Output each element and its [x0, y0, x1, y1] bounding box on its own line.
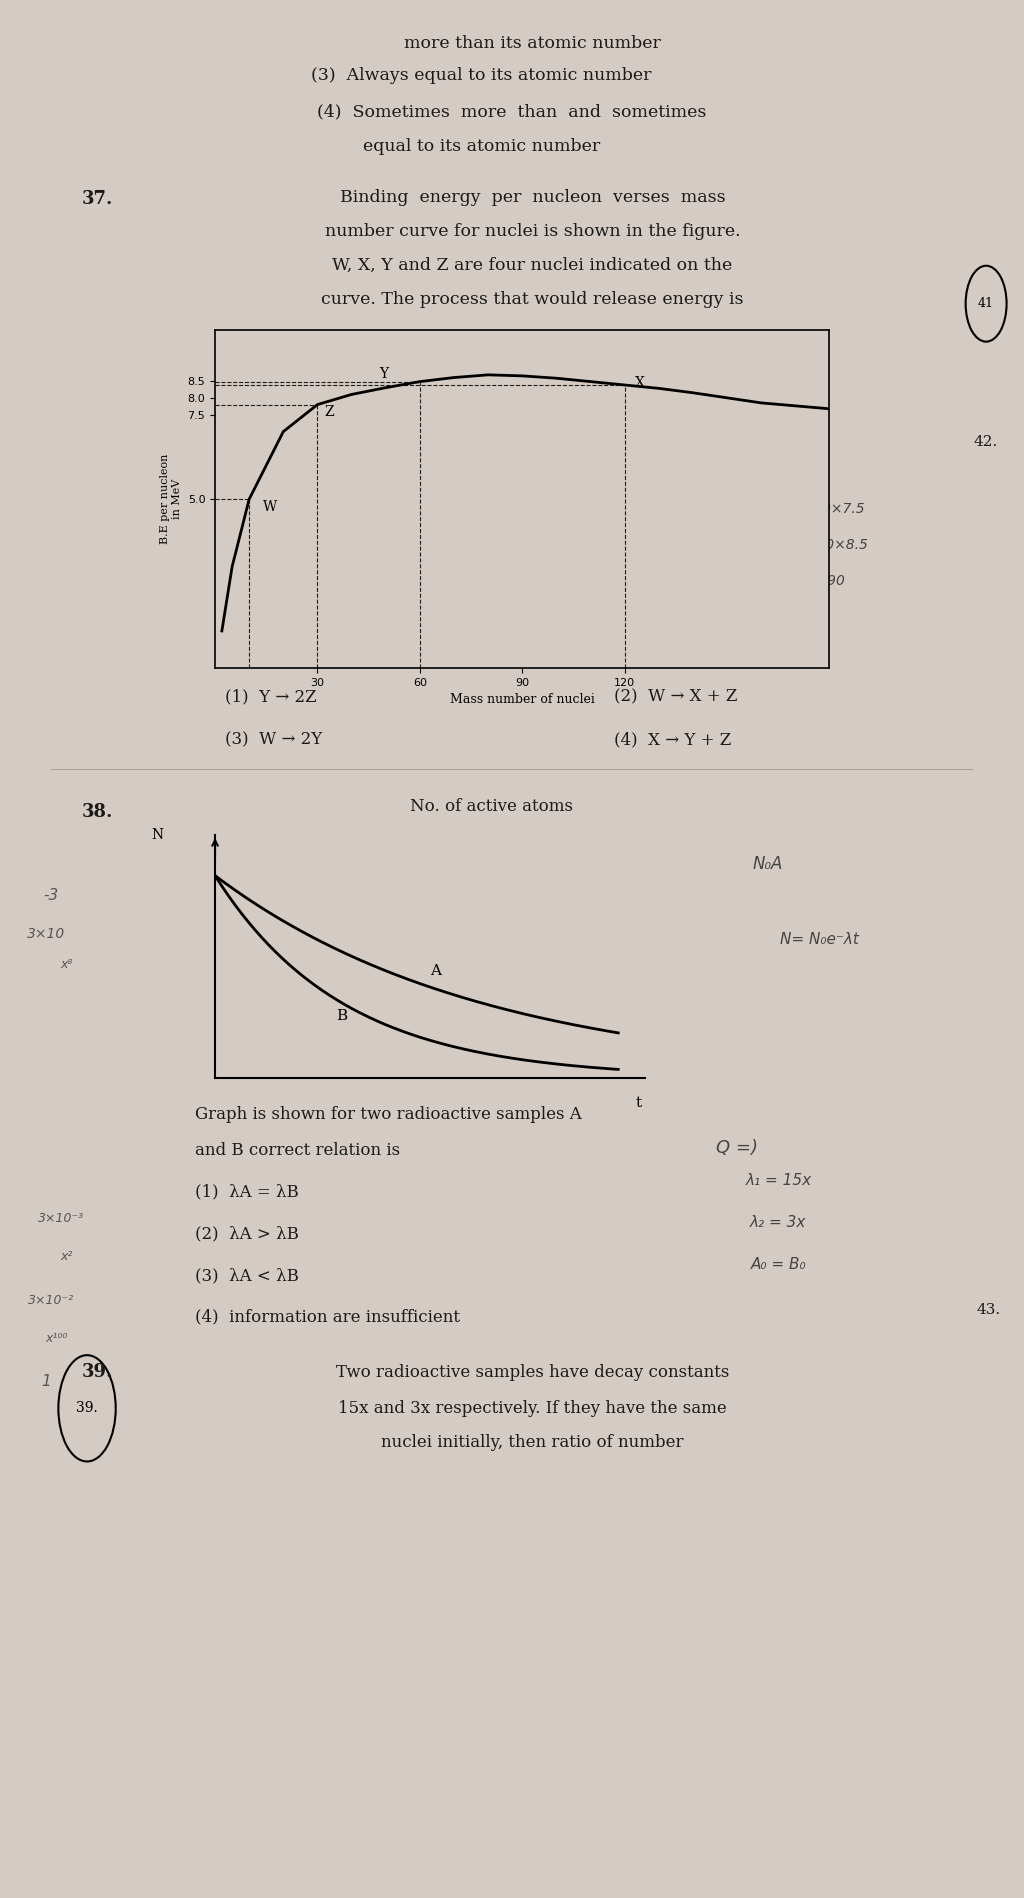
Text: equal to its atomic number: equal to its atomic number	[362, 139, 600, 154]
Text: (3)  Always equal to its atomic number: (3) Always equal to its atomic number	[311, 68, 651, 84]
Text: (4)  Sometimes  more  than  and  sometimes: (4) Sometimes more than and sometimes	[317, 104, 707, 120]
Text: B: B	[336, 1008, 347, 1023]
Text: N₀A: N₀A	[753, 854, 783, 873]
Text: x⁸: x⁸	[60, 958, 73, 970]
Text: (1)  Y → 2Z: (1) Y → 2Z	[225, 689, 316, 704]
Text: λ₂ = 3x: λ₂ = 3x	[750, 1215, 807, 1230]
Text: nuclei initially, then ratio of number: nuclei initially, then ratio of number	[381, 1435, 684, 1450]
Text: x²: x²	[60, 1251, 73, 1262]
Text: and B correct relation is: and B correct relation is	[195, 1143, 399, 1158]
Text: (3)  W → 2Y: (3) W → 2Y	[225, 733, 323, 748]
Y-axis label: B.E per nucleon
in MeV: B.E per nucleon in MeV	[161, 454, 182, 545]
Text: Binding  energy  per  nucleon  verses  mass: Binding energy per nucleon verses mass	[340, 190, 725, 205]
Text: 1: 1	[41, 1374, 51, 1389]
Text: 41: 41	[978, 298, 994, 309]
Text: Graph is shown for two radioactive samples A: Graph is shown for two radioactive sampl…	[195, 1107, 582, 1122]
Text: Ey=) 60×8.5: Ey=) 60×8.5	[778, 537, 868, 552]
Text: Q =): Q =)	[716, 1139, 759, 1158]
Text: (3)  λA < λB: (3) λA < λB	[195, 1268, 298, 1283]
Text: X: X	[635, 376, 645, 389]
Text: number curve for nuclei is shown in the figure.: number curve for nuclei is shown in the …	[325, 224, 740, 239]
X-axis label: Mass number of nuclei: Mass number of nuclei	[450, 693, 595, 706]
Text: W=) 20×7.5: W=) 20×7.5	[778, 501, 865, 516]
Text: N: N	[152, 828, 164, 843]
Text: -3: -3	[44, 888, 58, 903]
Text: 38.: 38.	[82, 803, 114, 822]
Text: 37.: 37.	[82, 190, 114, 209]
Text: more than its atomic number: more than its atomic number	[404, 36, 660, 51]
Text: Ex=9×90: Ex=9×90	[778, 573, 845, 588]
Text: (2)  λA > λB: (2) λA > λB	[195, 1226, 298, 1241]
Text: 43.: 43.	[976, 1302, 1000, 1317]
Text: x¹⁰⁰: x¹⁰⁰	[45, 1332, 68, 1344]
Text: Z: Z	[325, 406, 334, 419]
Text: (4)  X → Y + Z: (4) X → Y + Z	[614, 733, 732, 748]
Text: curve. The process that would release energy is: curve. The process that would release en…	[322, 292, 743, 307]
Text: 42.: 42.	[974, 435, 998, 450]
Text: 15x and 3x respectively. If they have the same: 15x and 3x respectively. If they have th…	[338, 1401, 727, 1416]
Text: t: t	[635, 1097, 641, 1110]
Text: λ₁ = 15x: λ₁ = 15x	[745, 1173, 811, 1188]
Text: (1)  λA = λB: (1) λA = λB	[195, 1184, 298, 1200]
Text: A₀ = B₀: A₀ = B₀	[751, 1256, 806, 1272]
Text: (4)  information are insufficient: (4) information are insufficient	[195, 1310, 460, 1325]
Text: Y: Y	[379, 366, 388, 381]
Text: 39.: 39.	[76, 1401, 98, 1416]
Text: No. of active atoms: No. of active atoms	[410, 799, 572, 814]
Text: (2)  W → X + Z: (2) W → X + Z	[614, 689, 737, 704]
Text: 3×10⁻²: 3×10⁻²	[28, 1294, 75, 1306]
Text: W: W	[263, 499, 278, 514]
Text: 3×10⁻³: 3×10⁻³	[38, 1213, 85, 1224]
Text: 3×10: 3×10	[27, 926, 66, 941]
Text: N= N₀e⁻λt: N= N₀e⁻λt	[779, 932, 859, 947]
Text: A: A	[430, 964, 441, 977]
Text: W, X, Y and Z are four nuclei indicated on the: W, X, Y and Z are four nuclei indicated …	[333, 258, 732, 273]
Text: 39.: 39.	[82, 1363, 114, 1382]
Text: Two radioactive samples have decay constants: Two radioactive samples have decay const…	[336, 1365, 729, 1380]
